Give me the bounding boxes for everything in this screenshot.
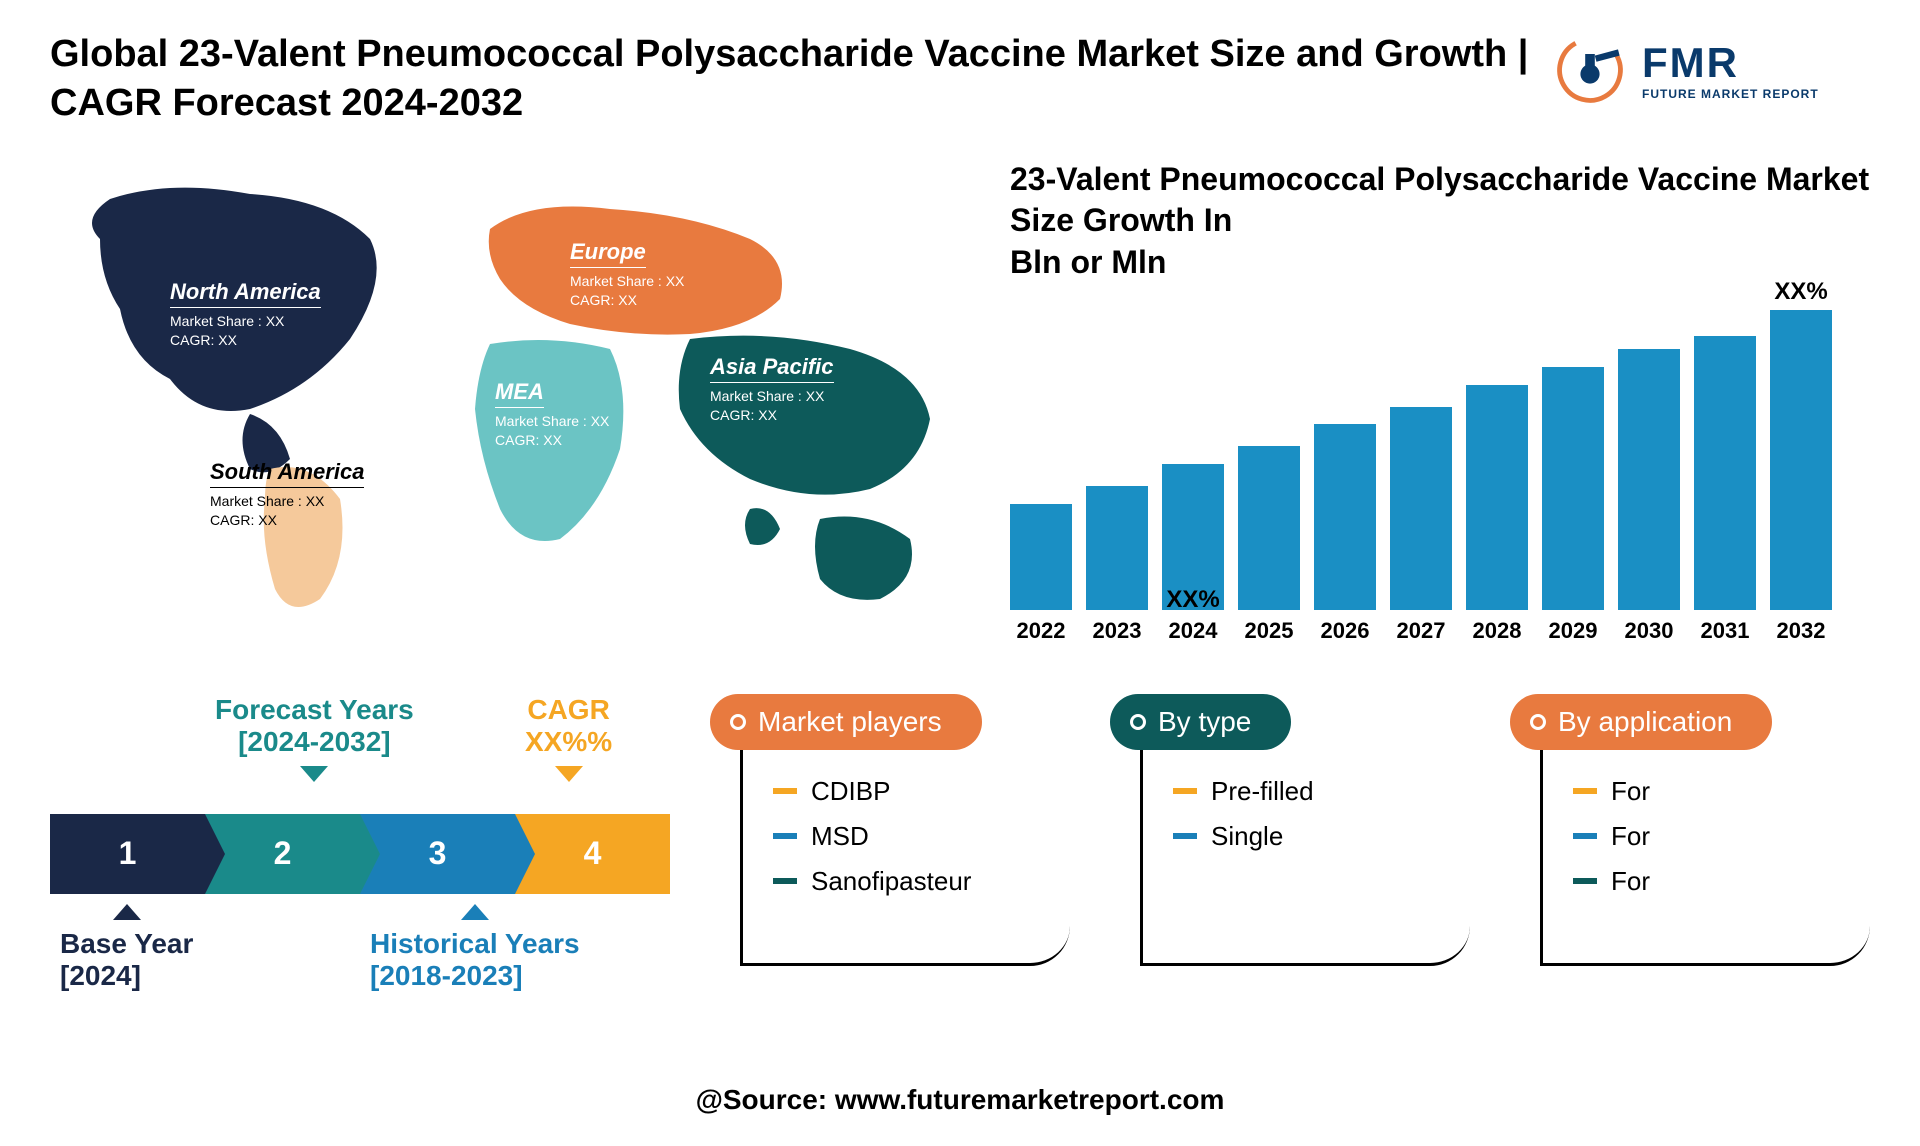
bar-year-label: 2029 — [1549, 618, 1598, 644]
world-map: North America Market Share : XX CAGR: XX… — [50, 159, 970, 619]
bar-chart: 23-Valent Pneumococcal Polysaccharide Va… — [1010, 159, 1870, 644]
bar-rect — [1314, 424, 1376, 609]
categories: Market players CDIBP MSD Sanofipasteur By ty… — [710, 694, 1870, 966]
bar-2022: 2022 — [1010, 504, 1072, 644]
category-card: By application For For For — [1510, 694, 1870, 966]
bar-2023: 2023 — [1086, 486, 1148, 644]
bar-year-label: 2026 — [1321, 618, 1370, 644]
category-item: For — [1573, 821, 1850, 852]
bar-2026: 2026 — [1314, 424, 1376, 643]
category-item: Pre-filled — [1173, 776, 1450, 807]
bar-rect — [1086, 486, 1148, 610]
header: Global 23-Valent Pneumococcal Polysaccha… — [0, 0, 1920, 149]
bar-2030: 2030 — [1618, 349, 1680, 643]
bar-rect — [1390, 407, 1452, 610]
bar-2031: 2031 — [1694, 336, 1756, 644]
bar-rect — [1770, 310, 1832, 610]
category-body: For For For — [1540, 746, 1870, 966]
bar-2027: 2027 — [1390, 407, 1452, 644]
timeline: 1234Base Year[2024]Forecast Years[2024-2… — [50, 694, 670, 894]
bottom-row: 1234Base Year[2024]Forecast Years[2024-2… — [0, 664, 1920, 986]
label-north-america: North America Market Share : XX CAGR: XX — [170, 279, 321, 351]
page-title: Global 23-Valent Pneumococcal Polysaccha… — [50, 30, 1550, 129]
bar-year-label: 2024 — [1169, 618, 1218, 644]
main-row: North America Market Share : XX CAGR: XX… — [0, 149, 1920, 664]
category-header: By application — [1510, 694, 1772, 750]
logo: FMR FUTURE MARKET REPORT — [1550, 30, 1819, 110]
bar-2032: XX%2032 — [1770, 310, 1832, 644]
bar-year-label: 2022 — [1017, 618, 1066, 644]
label-mea: MEA Market Share : XX CAGR: XX — [495, 379, 609, 451]
label-europe: Europe Market Share : XX CAGR: XX — [570, 239, 684, 311]
timeline-seg-4: 4 — [515, 814, 670, 894]
timeline-label-forecast: Forecast Years[2024-2032] — [215, 694, 414, 782]
bar-2029: 2029 — [1542, 367, 1604, 644]
bar-year-label: 2031 — [1701, 618, 1750, 644]
bar-year-label: 2025 — [1245, 618, 1294, 644]
category-header: By type — [1110, 694, 1291, 750]
label-south-america: South America Market Share : XX CAGR: XX — [210, 459, 364, 531]
category-card: Market players CDIBP MSD Sanofipasteur — [710, 694, 1070, 966]
timeline-seg-2: 2 — [205, 814, 360, 894]
bar-rect — [1238, 446, 1300, 609]
timeline-seg-1: 1 — [50, 814, 205, 894]
bar-rect — [1694, 336, 1756, 610]
bar-annotation: XX% — [1774, 278, 1827, 306]
bar-annotation: XX% — [1166, 586, 1219, 614]
logo-text-main: FMR — [1642, 39, 1819, 87]
timeline-seg-3: 3 — [360, 814, 515, 894]
category-header: Market players — [710, 694, 982, 750]
category-item: For — [1573, 776, 1850, 807]
bar-2028: 2028 — [1466, 385, 1528, 644]
timeline-label-historical: Historical Years[2018-2023] — [370, 904, 580, 992]
bar-rect — [1542, 367, 1604, 610]
source-citation: @Source: www.futuremarketreport.com — [0, 1084, 1920, 1116]
category-body: Pre-filled Single — [1140, 746, 1470, 966]
chart-title: 23-Valent Pneumococcal Polysaccharide Va… — [1010, 159, 1870, 284]
bar-year-label: 2028 — [1473, 618, 1522, 644]
bar-rect — [1618, 349, 1680, 609]
category-item: Sanofipasteur — [773, 866, 1050, 897]
bar-2025: 2025 — [1238, 446, 1300, 643]
bar-rect — [1010, 504, 1072, 610]
bar-rect — [1466, 385, 1528, 610]
category-card: By type Pre-filled Single — [1110, 694, 1470, 966]
bar-year-label: 2027 — [1397, 618, 1446, 644]
bar-year-label: 2023 — [1093, 618, 1142, 644]
timeline-label-base: Base Year[2024] — [60, 904, 193, 992]
category-item: Single — [1173, 821, 1450, 852]
bars-container: 2022 2023 XX% 2024 2025 2026 2027 2028 2029 2030 2… — [1010, 304, 1870, 644]
category-item: MSD — [773, 821, 1050, 852]
timeline-label-cagr: CAGRXX%% — [525, 694, 612, 782]
category-body: CDIBP MSD Sanofipasteur — [740, 746, 1070, 966]
logo-text-sub: FUTURE MARKET REPORT — [1642, 87, 1819, 101]
bar-year-label: 2030 — [1625, 618, 1674, 644]
bar-2024: XX% 2024 — [1162, 464, 1224, 644]
bar-year-label: 2032 — [1777, 618, 1826, 644]
label-asia-pacific: Asia Pacific Market Share : XX CAGR: XX — [710, 354, 834, 426]
category-item: For — [1573, 866, 1850, 897]
category-item: CDIBP — [773, 776, 1050, 807]
fmr-logo-icon — [1550, 30, 1630, 110]
arrow-bar: 1234 — [50, 814, 670, 894]
